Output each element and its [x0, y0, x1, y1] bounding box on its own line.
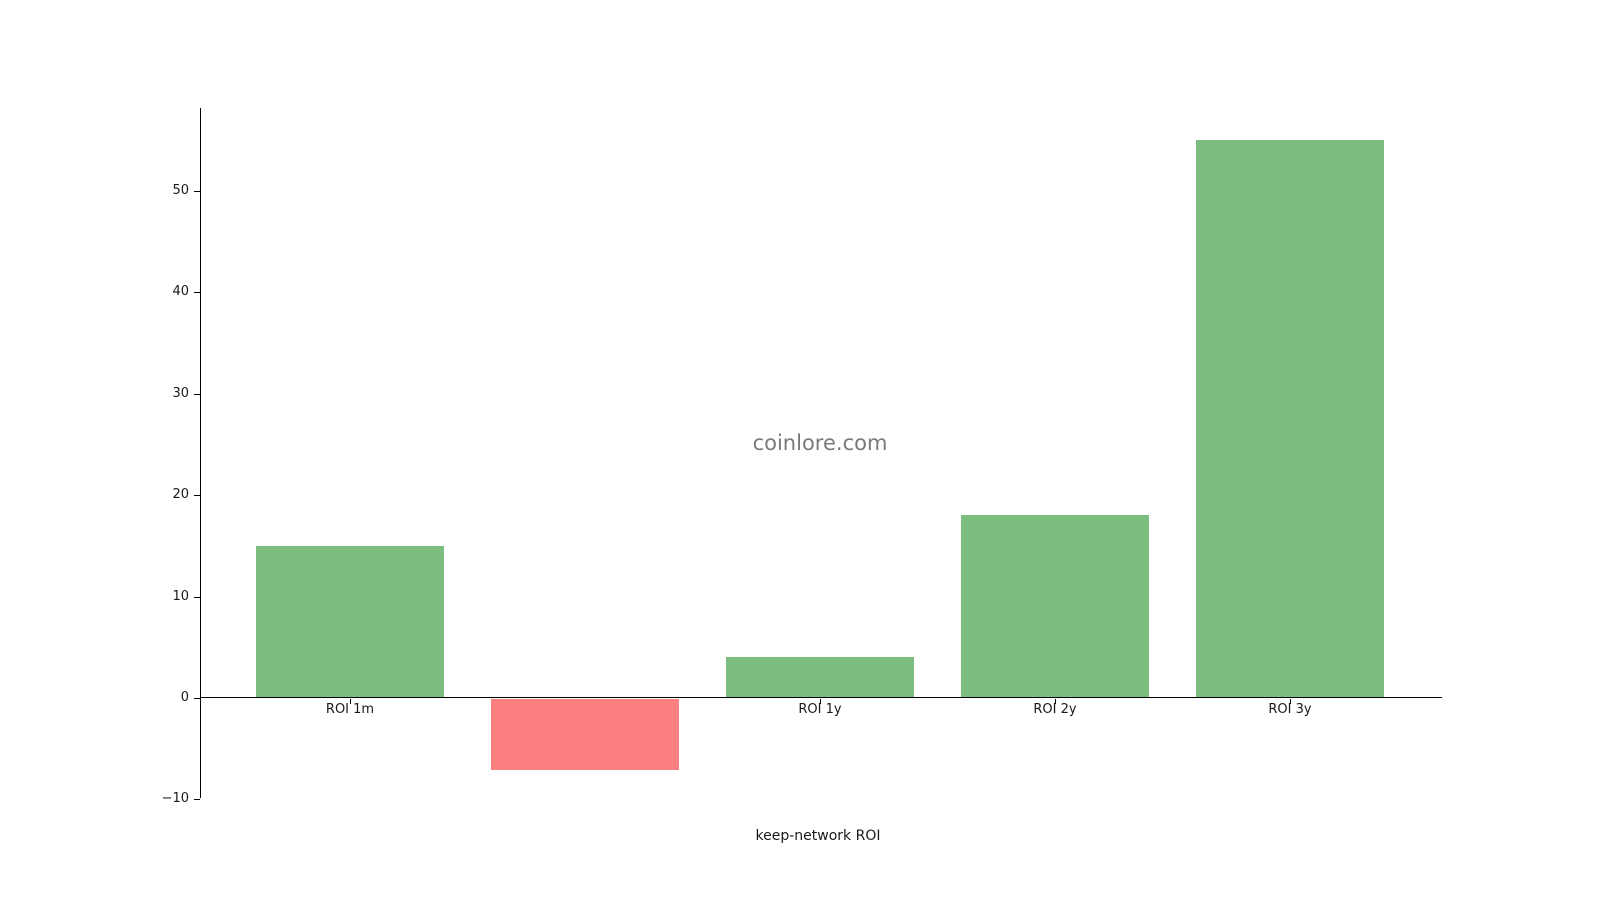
bar-roi-3y [1196, 140, 1384, 698]
x-tick-mark [1055, 699, 1057, 704]
x-tick-mark [350, 699, 352, 704]
y-tick-label: 40 [172, 284, 189, 299]
y-tick-mark [194, 495, 200, 497]
y-axis-spine [200, 108, 202, 798]
x-tick-mark [820, 699, 822, 704]
y-tick-mark [194, 698, 200, 700]
y-tick-label: 0 [180, 690, 189, 705]
bar-roi-2y [961, 515, 1149, 698]
x-tick-label: ROI 3y [1268, 702, 1312, 717]
y-tick-label: 20 [172, 487, 189, 502]
x-tick-label: ROI 2y [1033, 702, 1077, 717]
bar-roi-1m [256, 546, 444, 698]
y-tick-label: −10 [161, 791, 189, 806]
x-tick-label: ROI 1m [325, 702, 375, 717]
x-tick-label: ROI 1y [798, 702, 842, 717]
y-tick-mark [194, 191, 200, 193]
bar-roi-1y [726, 657, 914, 698]
y-tick-mark [194, 394, 200, 396]
x-tick-mark [1290, 699, 1292, 704]
y-tick-mark [194, 597, 200, 599]
y-tick-label: 10 [172, 589, 189, 604]
chart-xlabel: keep-network ROI [755, 828, 881, 844]
y-tick-mark [194, 799, 200, 801]
y-tick-label: 50 [172, 183, 189, 198]
bar-negative [491, 699, 679, 770]
x-axis-zero-line [200, 697, 1442, 699]
y-tick-label: 30 [172, 386, 189, 401]
y-tick-mark [194, 292, 200, 294]
watermark: coinlore.com [752, 431, 888, 455]
